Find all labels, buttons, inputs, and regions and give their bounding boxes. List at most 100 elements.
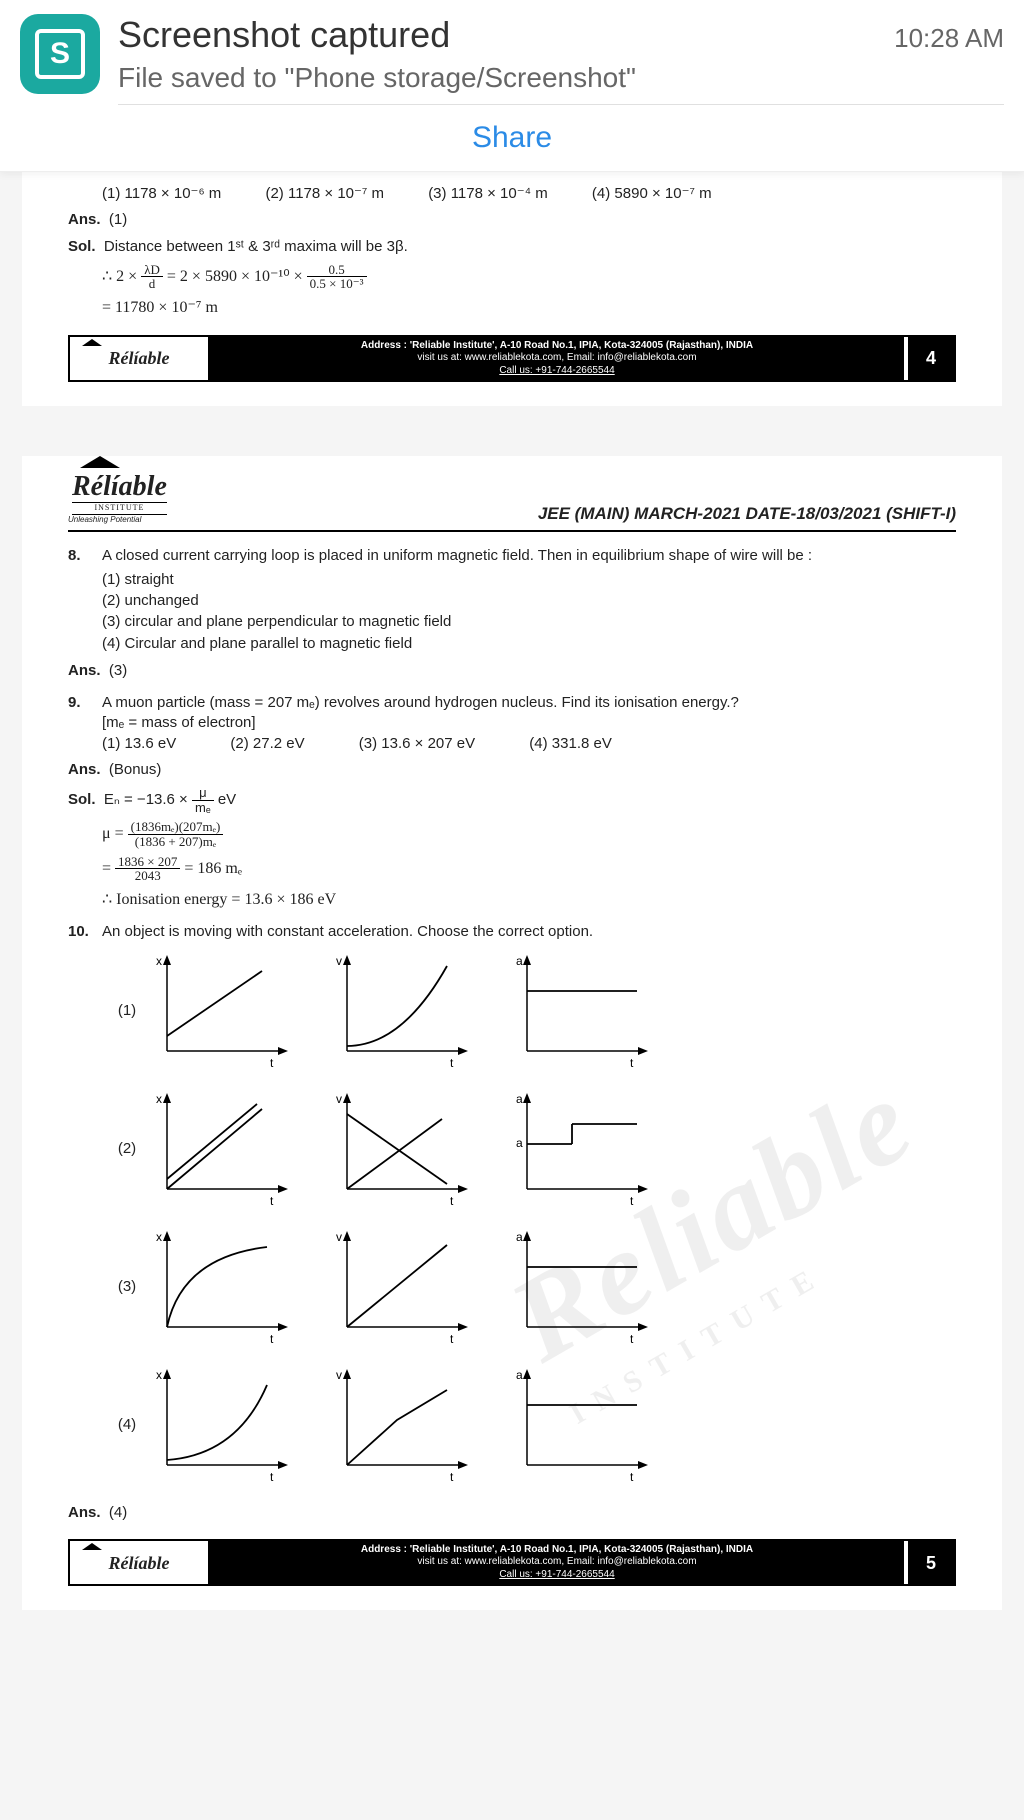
svg-text:t: t <box>450 1470 454 1484</box>
q9-f3-den: 2043 <box>115 869 180 883</box>
footer-call: Call us: +91-744-2665544 <box>499 1569 614 1580</box>
q7-opt2: (2) 1178 × 10⁻⁷ m <box>265 184 384 204</box>
footer-addr-text: Address : 'Reliable Institute', A-10 Roa… <box>361 1544 753 1555</box>
ans-label: Ans. <box>68 761 101 778</box>
graph-cell: a t a <box>512 1089 662 1209</box>
sol-label: Sol. <box>68 238 96 255</box>
ans-value: (Bonus) <box>109 761 162 778</box>
grad-cap-icon <box>82 1543 102 1550</box>
q8-text: A closed current carrying loop is placed… <box>102 546 956 566</box>
graph-row: (4) x t v t a t <box>102 1365 956 1485</box>
footer-logo-text: Rélíable <box>109 346 170 370</box>
doc-page-5: Reliable INSTITUTE Rélíable INSTITUTE Un… <box>22 456 1002 1610</box>
q9-frac1: μ mₑ <box>192 786 214 814</box>
q9-sol-l3: = 1836 × 207 2043 = 186 mₑ <box>102 855 956 883</box>
svg-text:a: a <box>516 1092 523 1106</box>
page-number: 4 <box>904 337 954 381</box>
q9-o2: (2) 27.2 eV <box>230 734 304 754</box>
svg-text:t: t <box>270 1056 274 1070</box>
q7-opt1: (1) 1178 × 10⁻⁶ m <box>102 184 221 204</box>
screenshot-notification: S Screenshot captured 10:28 AM File save… <box>0 0 1024 172</box>
q10-text: An object is moving with constant accele… <box>102 922 956 942</box>
q9-number: 9. <box>68 693 102 754</box>
svg-text:t: t <box>630 1332 634 1346</box>
footer-addr-text: Address : 'Reliable Institute', A-10 Roa… <box>361 340 753 351</box>
svg-text:t: t <box>270 1194 274 1208</box>
q8-number: 8. <box>68 546 102 655</box>
frac2-den: 0.5 × 10⁻³ <box>307 277 367 291</box>
q9-sol-l2: μ = (1836mₑ)(207mₑ) (1836 + 207)mₑ <box>102 820 956 848</box>
ans-label: Ans. <box>68 1504 101 1521</box>
q9-l3-post: = 186 mₑ <box>184 859 242 876</box>
svg-text:x: x <box>156 1230 162 1244</box>
page-footer: Rélíable Address : 'Reliable Institute',… <box>68 335 956 383</box>
svg-text:t: t <box>270 1470 274 1484</box>
q9-o4: (4) 331.8 eV <box>529 734 612 754</box>
page-header: Rélíable INSTITUTE Unleashing Potential … <box>68 468 956 531</box>
share-button[interactable]: Share <box>472 121 552 155</box>
q10-answer: Ans. (4) <box>68 1503 956 1523</box>
svg-text:x: x <box>156 954 162 968</box>
svg-text:t: t <box>630 1470 634 1484</box>
graph-cell: a t <box>512 1227 662 1347</box>
q7-opt4: (4) 5890 × 10⁻⁷ m <box>592 184 712 204</box>
q9-f2-num: (1836mₑ)(207mₑ) <box>128 820 224 835</box>
svg-text:t: t <box>630 1194 634 1208</box>
footer-address: Address : 'Reliable Institute', A-10 Roa… <box>210 1541 904 1585</box>
header-tagline: Unleashing Potential <box>68 515 167 526</box>
frac1: λD d <box>141 263 163 291</box>
q9-answer: Ans. (Bonus) <box>68 760 956 780</box>
svg-text:t: t <box>450 1056 454 1070</box>
graph-cell: v t <box>332 1227 482 1347</box>
q9-f1-den: mₑ <box>192 801 214 815</box>
svg-text:a: a <box>516 1136 523 1150</box>
graph-row-label: (4) <box>102 1415 152 1435</box>
svg-text:x: x <box>156 1368 162 1382</box>
app-icon-letter: S <box>35 29 85 79</box>
question-10: 10. An object is moving with constant ac… <box>68 922 956 942</box>
graph-cell: a t <box>512 951 662 1071</box>
grad-cap-icon <box>82 339 102 346</box>
q9-f2-den: (1836 + 207)mₑ <box>128 835 224 849</box>
graph-cell: x t <box>152 1089 302 1209</box>
graph-row-label: (2) <box>102 1139 152 1159</box>
svg-text:a: a <box>516 1368 523 1382</box>
grad-cap-icon <box>80 456 120 468</box>
graph-row-label: (3) <box>102 1277 152 1297</box>
graph-row: (1) x t v t a t <box>102 951 956 1071</box>
exam-title: JEE (MAIN) MARCH-2021 DATE-18/03/2021 (S… <box>167 503 956 526</box>
header-inst: INSTITUTE <box>72 502 167 515</box>
page-number: 5 <box>904 1541 954 1585</box>
svg-text:v: v <box>336 954 342 968</box>
notification-title: Screenshot captured <box>118 14 450 56</box>
q9-solution: Sol. Eₙ = −13.6 × μ mₑ eV <box>68 786 956 814</box>
q9-sol-l4: ∴ Ionisation energy = 13.6 × 186 eV <box>102 889 956 911</box>
footer-logo-text: Rélíable <box>109 1551 170 1575</box>
question-9: 9. A muon particle (mass = 207 mₑ) revol… <box>68 693 956 754</box>
q8-o4: (4) Circular and plane parallel to magne… <box>102 634 956 654</box>
formula-line1: ∴ 2 × λD d = 2 × 5890 × 10⁻¹⁰ × 0.5 0.5 … <box>102 263 956 291</box>
ans-value: (1) <box>109 211 127 228</box>
q9-l3-pre: = <box>102 859 115 876</box>
formula-line2: = 11780 × 10⁻⁷ m <box>102 297 956 319</box>
svg-text:t: t <box>450 1194 454 1208</box>
frac1-den: d <box>141 277 163 291</box>
graph-row-label: (1) <box>102 1001 152 1021</box>
footer-visit: visit us at: www.reliablekota.com, Email… <box>417 1556 696 1567</box>
q7-opt3: (3) 1178 × 10⁻⁴ m <box>428 184 548 204</box>
footer-call: Call us: +91-744-2665544 <box>499 365 614 376</box>
q7-solution: Sol. Distance between 1ˢᵗ & 3ʳᵈ maxima w… <box>68 237 956 257</box>
svg-text:a: a <box>516 1230 523 1244</box>
ans-value: (4) <box>109 1504 127 1521</box>
frac1-num: λD <box>141 263 163 278</box>
sol-text: Distance between 1ˢᵗ & 3ʳᵈ maxima will b… <box>104 238 408 255</box>
q9-o1: (1) 13.6 eV <box>102 734 176 754</box>
graph-row: (2) x t v t a ta <box>102 1089 956 1209</box>
notification-time: 10:28 AM <box>894 23 1004 54</box>
svg-text:t: t <box>270 1332 274 1346</box>
q9-o3: (3) 13.6 × 207 eV <box>359 734 475 754</box>
q9-note: [mₑ = mass of electron] <box>102 713 956 733</box>
f1-pre: ∴ 2 × <box>102 268 137 285</box>
graph-row: (3) x t v t a t <box>102 1227 956 1347</box>
q9-text: A muon particle (mass = 207 mₑ) revolves… <box>102 693 956 713</box>
